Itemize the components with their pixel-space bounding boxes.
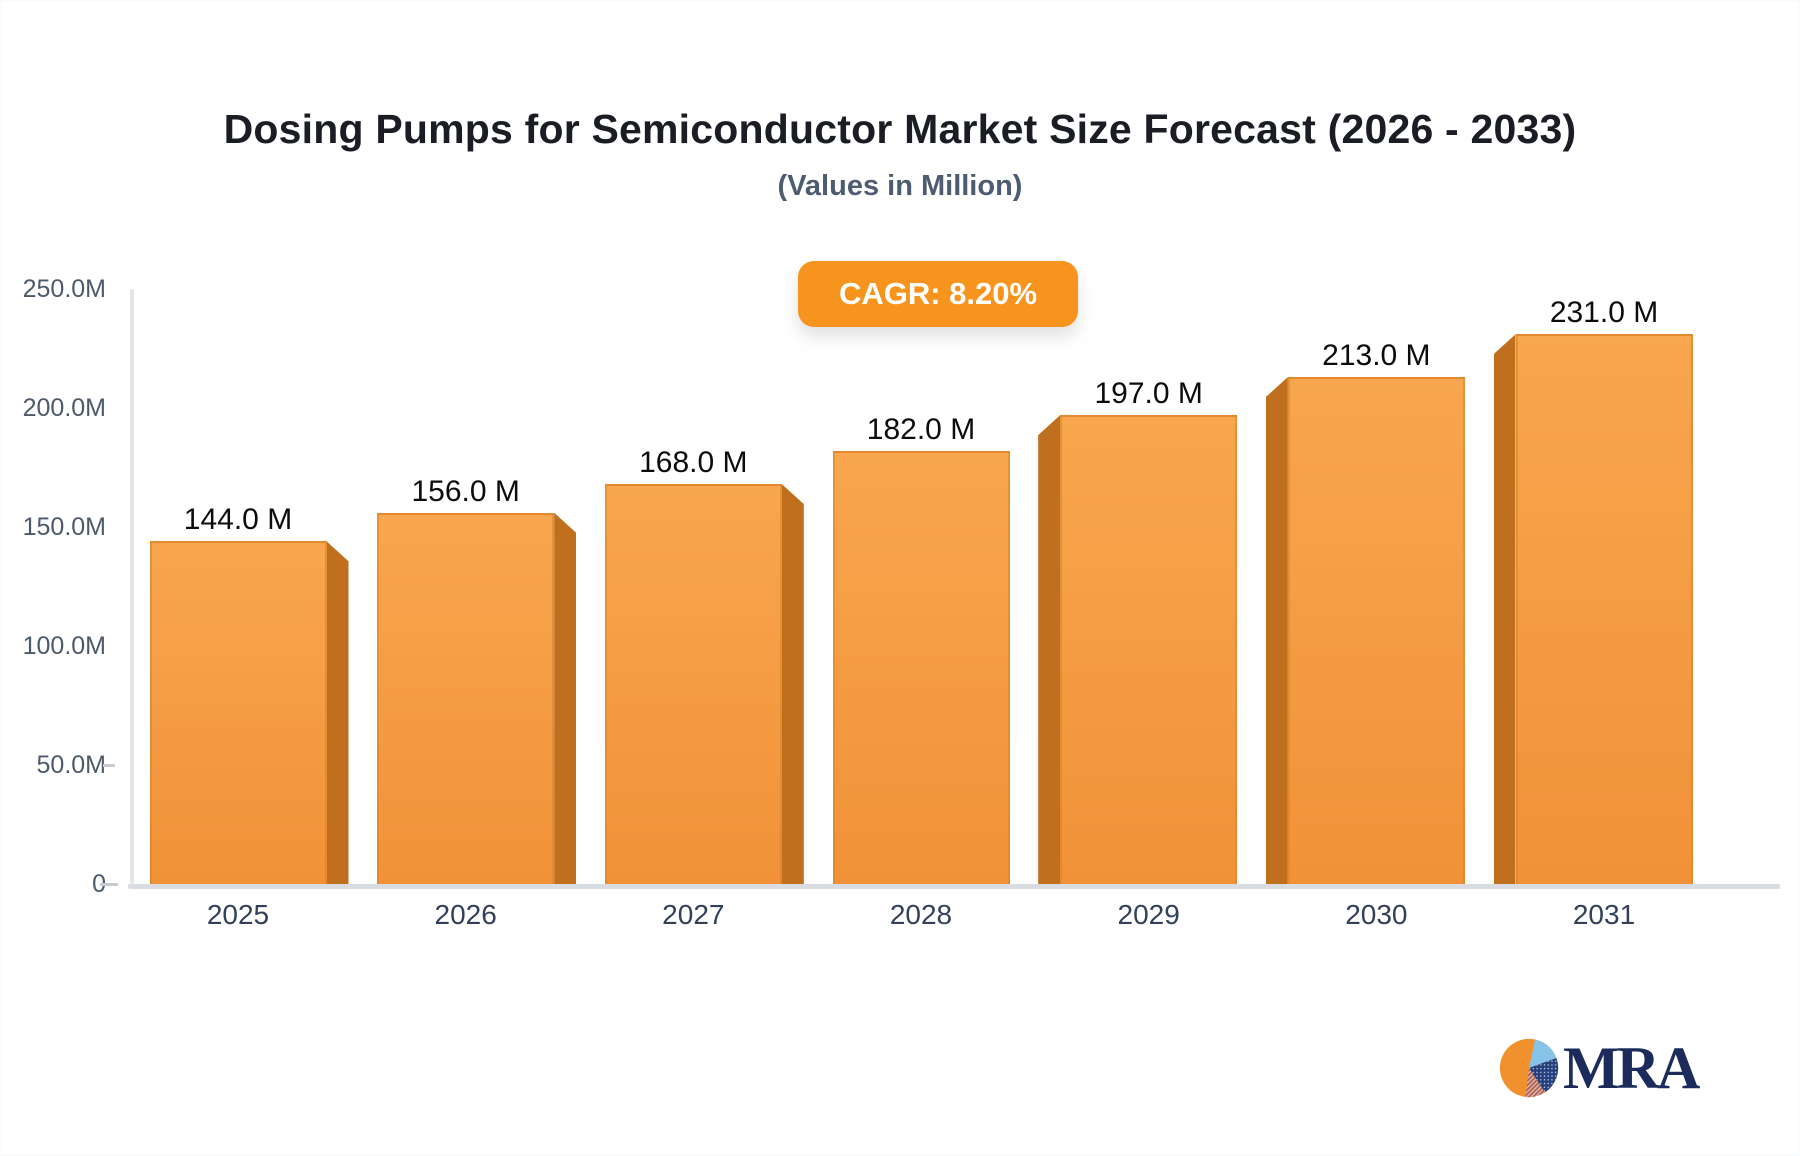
bar-2026 bbox=[377, 512, 555, 884]
bar-2025 bbox=[149, 541, 327, 884]
bar-side-2026 bbox=[554, 512, 577, 884]
brand-logo: MRA bbox=[1498, 1035, 1700, 1101]
x-axis-line bbox=[128, 884, 1780, 889]
cagr-badge: CAGR: 8.20% bbox=[798, 261, 1078, 327]
x-axis-label: 2027 bbox=[662, 899, 725, 930]
x-axis-label: 2025 bbox=[206, 899, 270, 930]
y-tick-mark-0 bbox=[100, 883, 118, 886]
bar-value-label: 231.0 M bbox=[1549, 296, 1659, 330]
pie-chart-icon bbox=[1499, 1038, 1559, 1098]
bar-2030 bbox=[1287, 377, 1465, 884]
x-axis-label: 2031 bbox=[1572, 899, 1636, 930]
bar-2029 bbox=[1060, 415, 1238, 884]
y-axis-label: 0 bbox=[0, 868, 106, 900]
y-axis-label: 100.0M bbox=[22, 632, 106, 660]
bar-value-label: 156.0 M bbox=[411, 474, 520, 508]
bar-value-label: 182.0 M bbox=[866, 412, 976, 446]
bar-side-2030 bbox=[1265, 377, 1288, 884]
bar-side-2031 bbox=[1493, 334, 1516, 884]
logo-text: MRA bbox=[1563, 1035, 1700, 1101]
y-axis-label: 250.0M bbox=[22, 275, 106, 303]
x-axis-label: 2029 bbox=[1117, 899, 1180, 930]
bar-2031 bbox=[1515, 334, 1693, 884]
y-axis-label: 50.0M bbox=[36, 751, 106, 779]
bar-2027 bbox=[604, 484, 782, 884]
bar-value-label: 144.0 M bbox=[183, 503, 293, 537]
bar-value-label: 168.0 M bbox=[639, 446, 748, 480]
y-axis-line bbox=[130, 289, 134, 884]
bar-2028 bbox=[832, 450, 1010, 884]
x-axis-label: 2028 bbox=[889, 899, 953, 930]
y-axis-label: 200.0M bbox=[22, 394, 106, 422]
y-tick-mark-50m bbox=[103, 764, 115, 767]
bar-side-2025 bbox=[326, 541, 349, 884]
bar-side-2029 bbox=[1038, 415, 1061, 884]
bar-side-2027 bbox=[781, 484, 804, 884]
x-axis-label: 2030 bbox=[1345, 899, 1408, 930]
cagr-badge-label: CAGR: 8.20% bbox=[838, 276, 1038, 311]
page-subtitle: (Values in Million) bbox=[777, 170, 1023, 202]
y-axis-label: 150.0M bbox=[22, 513, 106, 541]
bar-value-label: 213.0 M bbox=[1322, 339, 1431, 373]
x-axis-label: 2026 bbox=[434, 899, 497, 930]
page-title: Dosing Pumps for Semiconductor Market Si… bbox=[223, 106, 1577, 152]
bar-value-label: 197.0 M bbox=[1094, 377, 1203, 411]
